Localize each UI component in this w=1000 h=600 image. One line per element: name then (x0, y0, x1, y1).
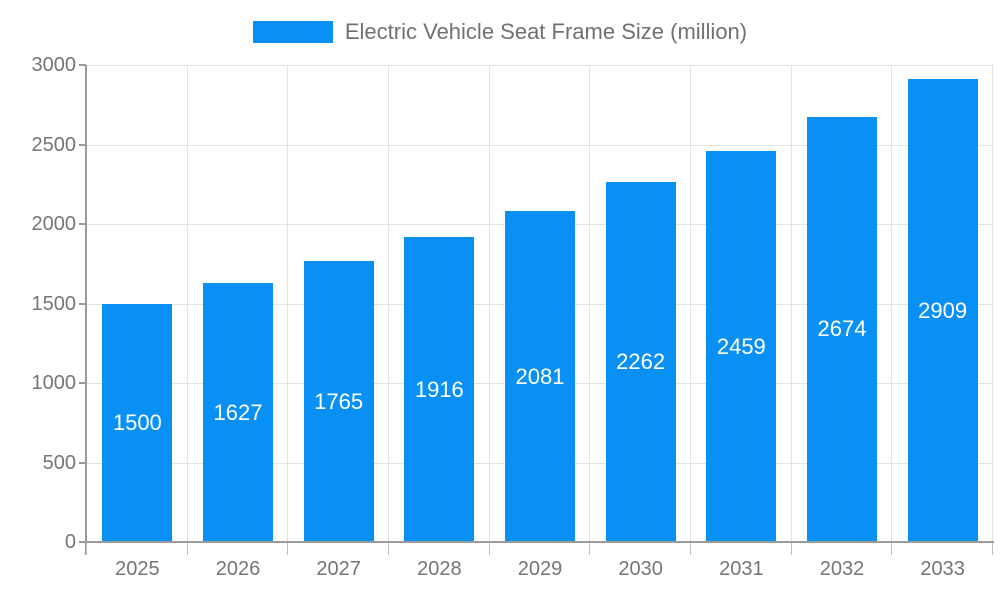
y-tick-mark (79, 223, 86, 225)
vertical-gridline (891, 65, 893, 542)
x-axis-tick-label: 2033 (920, 558, 965, 580)
bar-value-label: 2081 (515, 363, 565, 389)
x-axis-tick-label: 2031 (719, 558, 764, 580)
y-tick-mark (79, 64, 86, 66)
vertical-gridline (589, 65, 591, 542)
bar-value-label: 2459 (716, 333, 766, 359)
bar[interactable]: 2909 (907, 79, 978, 542)
y-axis-tick-label: 2000 (31, 213, 77, 235)
x-tick-mark (589, 543, 591, 555)
y-axis-line (85, 65, 87, 555)
vertical-gridline (790, 65, 792, 542)
x-tick-mark (388, 543, 389, 555)
y-tick-mark (79, 143, 86, 146)
bar[interactable]: 1627 (203, 283, 273, 542)
bar-value-label: 1627 (213, 399, 263, 425)
x-tick-mark (86, 543, 87, 555)
x-axis-tick-label: 2025 (115, 558, 160, 580)
y-tick-mark (79, 382, 86, 384)
x-tick-mark (186, 543, 188, 555)
x-axis-tick-label: 2029 (517, 558, 563, 580)
bar[interactable]: 1916 (404, 237, 475, 542)
bar-value-label: 1916 (414, 376, 464, 402)
bar[interactable]: 2081 (505, 211, 575, 542)
horizontal-gridline (87, 144, 993, 146)
x-axis-tick-label: 2032 (819, 558, 865, 580)
bar-value-label: 2909 (918, 297, 968, 323)
legend-label: Electric Vehicle Seat Frame Size (millio… (344, 19, 748, 44)
horizontal-gridline (87, 65, 993, 66)
y-axis-tick-label: 500 (42, 451, 76, 474)
x-axis-tick-label: 2027 (316, 558, 361, 580)
y-tick-mark (79, 302, 86, 305)
y-axis-tick-label: 1000 (31, 372, 77, 394)
x-tick-mark (790, 543, 792, 555)
vertical-gridline (488, 65, 490, 542)
legend-swatch (252, 21, 333, 43)
bar-value-label: 1765 (314, 388, 364, 414)
x-tick-mark (488, 543, 490, 555)
x-axis-tick-label: 2028 (417, 558, 462, 580)
vertical-gridline (186, 65, 188, 542)
x-tick-mark (891, 543, 893, 555)
chart-legend[interactable]: Electric Vehicle Seat Frame Size (millio… (0, 19, 1000, 45)
y-axis-tick-label: 3000 (31, 54, 77, 76)
bar-value-label: 1500 (112, 409, 162, 435)
x-tick-mark (287, 543, 289, 555)
vertical-gridline (388, 65, 389, 542)
bar-value-label: 2262 (616, 349, 666, 375)
y-axis-tick-label: 0 (64, 531, 76, 553)
x-axis-line (86, 541, 994, 543)
bar[interactable]: 2262 (605, 182, 676, 542)
bar[interactable]: 1765 (303, 261, 374, 542)
vertical-gridline (690, 65, 691, 542)
x-axis-tick-label: 2026 (215, 558, 261, 580)
y-axis-tick-label: 2500 (31, 133, 77, 156)
bar[interactable]: 1500 (102, 303, 173, 542)
plot-area: 1500 1627 1765 1916 2081 2262 2459 2674 2909 (87, 65, 993, 542)
x-tick-mark (690, 543, 691, 555)
y-tick-mark (79, 541, 86, 543)
vertical-gridline (287, 65, 289, 542)
vertical-gridline (992, 65, 993, 542)
y-tick-mark (79, 461, 86, 464)
x-tick-mark (992, 543, 993, 555)
bar[interactable]: 2674 (807, 116, 877, 542)
y-axis-tick-label: 1500 (31, 292, 77, 315)
bar-value-label: 2674 (817, 316, 867, 342)
bar[interactable]: 2459 (706, 151, 777, 542)
x-axis-tick-label: 2030 (618, 558, 663, 580)
